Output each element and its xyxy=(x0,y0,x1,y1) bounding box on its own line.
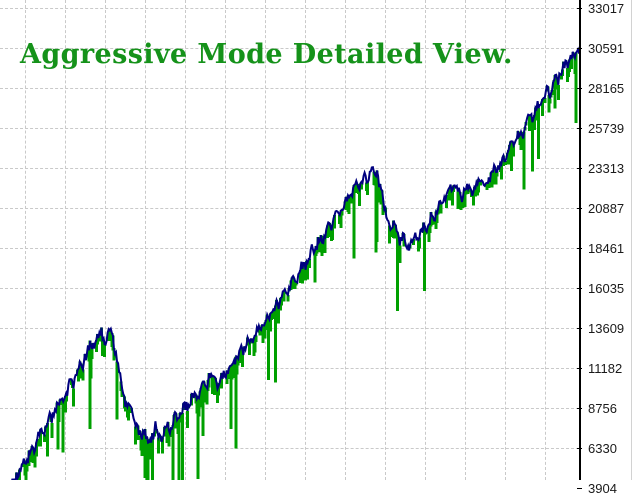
y-axis-tick xyxy=(577,408,582,409)
gridline-horizontal xyxy=(0,128,579,129)
y-axis-label: 13609 xyxy=(588,321,625,336)
y-axis-tick xyxy=(577,368,582,369)
gridline-horizontal xyxy=(0,48,579,49)
gridline-vertical xyxy=(265,0,266,480)
y-axis-tick xyxy=(577,168,582,169)
y-axis-tick xyxy=(577,488,582,489)
y-axis: 33017 30591 28165 25739 23313 20887 18461 16035… xyxy=(577,0,633,495)
gridline-vertical xyxy=(105,0,106,480)
y-axis-tick xyxy=(577,288,582,289)
gridline-horizontal xyxy=(0,88,579,89)
gridline-vertical xyxy=(305,0,306,480)
gridline-horizontal xyxy=(0,208,579,209)
gridline-horizontal xyxy=(0,248,579,249)
y-axis-label: 20887 xyxy=(588,201,625,216)
gridline-vertical xyxy=(345,0,346,480)
gridline-horizontal xyxy=(0,368,579,369)
y-axis-label: 8756 xyxy=(588,401,617,416)
gridline-vertical xyxy=(25,0,26,480)
gridline-horizontal xyxy=(0,328,579,329)
y-axis-label: 25739 xyxy=(588,121,625,136)
gridline-vertical xyxy=(505,0,506,480)
y-axis-label: 18461 xyxy=(588,241,625,256)
gridline-vertical xyxy=(225,0,226,480)
y-axis-tick xyxy=(577,8,582,9)
gridline-horizontal xyxy=(0,168,579,169)
equity-drawdown-spikes xyxy=(15,51,578,480)
gridline-vertical xyxy=(65,0,66,480)
balance-line xyxy=(11,46,579,480)
y-axis-label: 6330 xyxy=(588,441,617,456)
y-axis-label: 16035 xyxy=(588,281,625,296)
panel-edge-strip xyxy=(631,0,640,480)
gridline-vertical xyxy=(545,0,546,480)
y-axis-tick xyxy=(577,448,582,449)
y-axis-label: 3904 xyxy=(588,481,617,496)
y-axis-label: 30591 xyxy=(588,41,625,56)
y-axis-label: 28165 xyxy=(588,81,625,96)
y-axis-label: 23313 xyxy=(588,161,625,176)
gridline-vertical xyxy=(385,0,386,480)
gridline-horizontal xyxy=(0,408,579,409)
gridline-vertical xyxy=(465,0,466,480)
y-axis-tick xyxy=(577,128,582,129)
chart-gridlines xyxy=(0,0,579,480)
y-axis-label: 11182 xyxy=(588,361,623,376)
y-axis-tick xyxy=(577,248,582,249)
y-axis-label: 33017 xyxy=(588,1,625,16)
gridline-horizontal xyxy=(0,448,579,449)
gridline-vertical xyxy=(185,0,186,480)
equity-balance-curve xyxy=(11,46,579,480)
y-axis-tick xyxy=(577,328,582,329)
gridline-vertical xyxy=(145,0,146,480)
chart-title: Aggressive Mode Detailed View. xyxy=(20,39,513,70)
chart-plot-area: Aggressive Mode Detailed View. xyxy=(0,0,579,480)
y-axis-tick xyxy=(577,208,582,209)
y-axis-tick xyxy=(577,88,582,89)
y-axis-tick xyxy=(577,48,582,49)
gridline-horizontal xyxy=(0,8,579,9)
